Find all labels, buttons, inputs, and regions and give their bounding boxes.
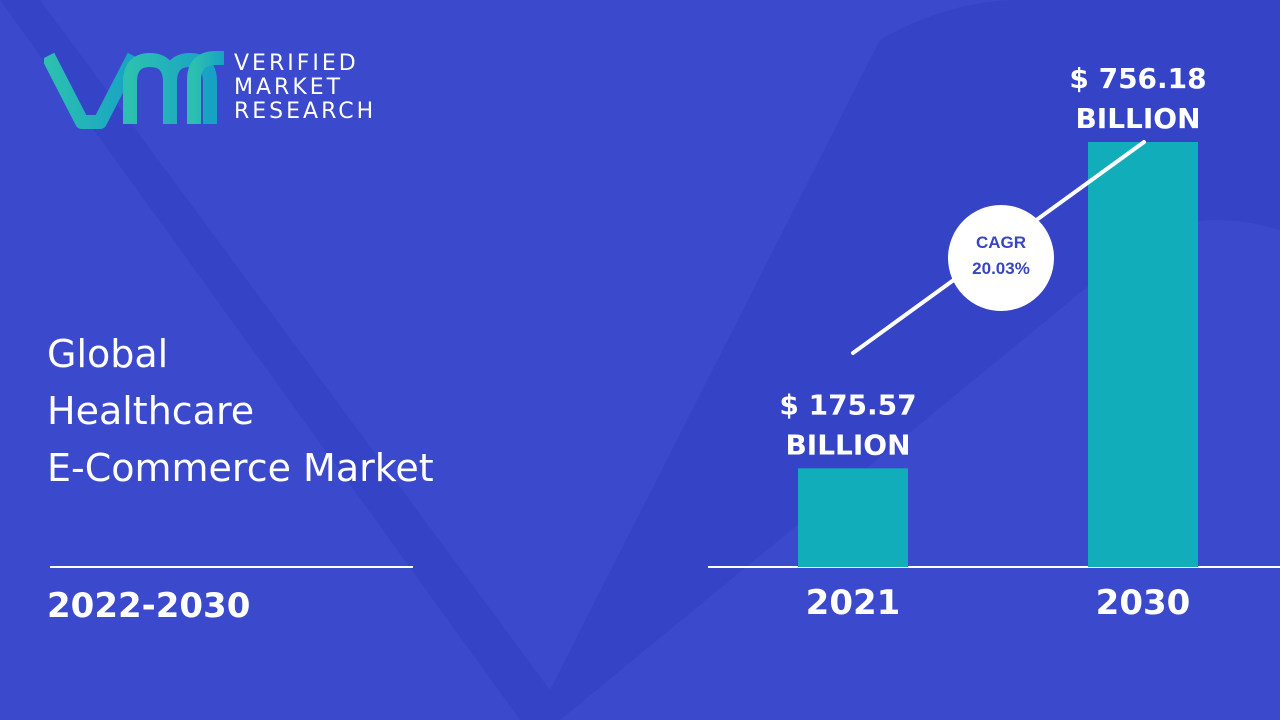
brand-line-3: RESEARCH — [234, 99, 377, 124]
brand-name: VERIFIED MARKET RESEARCH — [234, 52, 376, 124]
title-line-1: Global — [47, 332, 169, 376]
logo-m-stroke — [123, 52, 217, 124]
data-label-2030-line-2: BILLION — [1075, 102, 1200, 135]
brand-line-2: MARKET — [234, 75, 344, 100]
data-label-2030-line-1: $ 756.18 — [1069, 62, 1206, 95]
data-label-2021-line-2: BILLION — [785, 428, 910, 461]
report-title: Global Healthcare E-Commerce Market — [47, 326, 434, 497]
brand-line-1: VERIFIED — [234, 51, 359, 76]
x-tick-label-2030: 2030 — [1096, 583, 1191, 623]
title-divider — [50, 566, 413, 568]
cagr-bubble — [948, 205, 1054, 311]
x-tick-label-2021: 2021 — [806, 583, 901, 623]
bar-2030 — [1088, 142, 1198, 567]
bar-2021 — [798, 468, 908, 567]
cagr-label: CAGR — [976, 233, 1026, 252]
logo-v-stroke — [44, 52, 141, 129]
logo-r-stroke — [187, 51, 224, 124]
title-line-3: E-Commerce Market — [47, 446, 434, 490]
vmr-logo-mark — [44, 51, 224, 129]
forecast-period: 2022-2030 — [47, 586, 251, 626]
cagr-value: 20.03% — [972, 259, 1030, 278]
title-line-2: Healthcare — [47, 389, 255, 433]
data-label-2021-line-1: $ 175.57 — [779, 388, 916, 421]
